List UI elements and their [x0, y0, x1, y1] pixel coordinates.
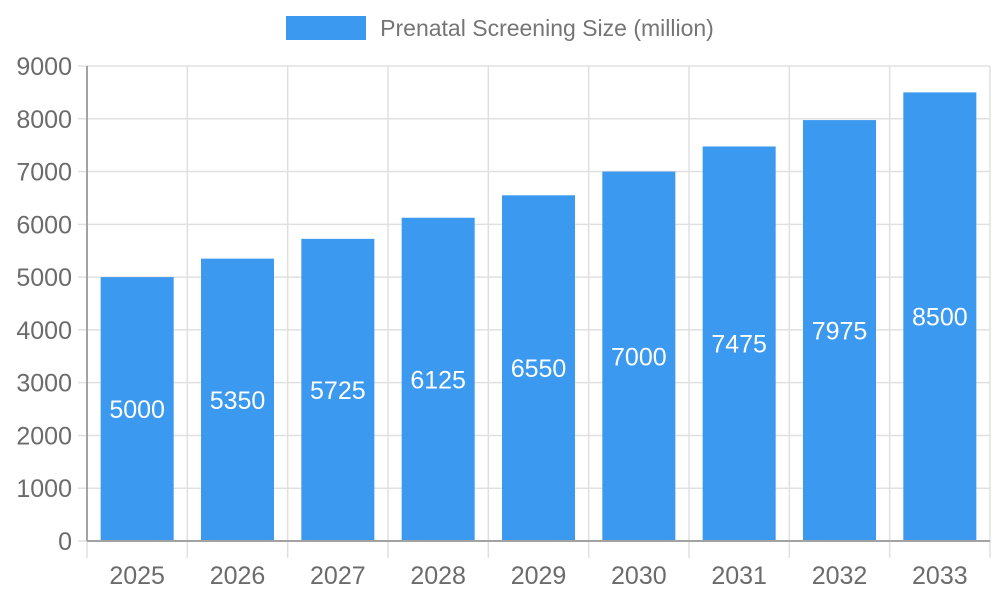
- bar-2031[interactable]: [702, 146, 776, 541]
- bar-value-label: 6125: [410, 366, 466, 394]
- bar-value-label: 7000: [611, 343, 667, 371]
- x-tick-label: 2033: [912, 562, 968, 590]
- y-tick-label: 5000: [16, 264, 72, 292]
- bar-2026[interactable]: [201, 258, 274, 541]
- bar-2032[interactable]: [803, 120, 876, 541]
- x-tick-label: 2030: [611, 562, 667, 590]
- x-tick-label: 2026: [210, 562, 266, 590]
- x-tick-label: 2031: [711, 562, 767, 590]
- bar-value-label: 6550: [511, 355, 567, 383]
- x-tick-label: 2029: [511, 562, 567, 590]
- bar-value-label: 7475: [711, 331, 767, 359]
- bar-2030[interactable]: [602, 171, 676, 542]
- bar-value-label: 5725: [310, 377, 366, 405]
- y-tick-label: 0: [58, 528, 72, 556]
- y-tick-label: 6000: [16, 211, 72, 239]
- x-tick-label: 2028: [410, 562, 466, 590]
- legend-label: Prenatal Screening Size (million): [380, 15, 714, 41]
- legend-swatch: [286, 16, 367, 40]
- y-tick-label: 1000: [16, 475, 72, 503]
- bar-2029[interactable]: [502, 195, 575, 542]
- bar-2025[interactable]: [100, 277, 174, 541]
- x-tick-label: 2027: [310, 562, 366, 590]
- bar-2027[interactable]: [301, 238, 375, 541]
- legend: Prenatal Screening Size (million): [0, 16, 1000, 40]
- bar-2033[interactable]: [903, 92, 977, 541]
- bar-value-label: 8500: [912, 304, 968, 332]
- x-tick-label: 2025: [109, 562, 165, 590]
- bar-value-label: 7975: [812, 318, 868, 346]
- y-tick-label: 9000: [16, 53, 72, 81]
- y-tick-label: 2000: [16, 422, 72, 450]
- x-tick-label: 2032: [812, 562, 868, 590]
- bar-value-label: 5000: [109, 396, 165, 424]
- bar-2028[interactable]: [401, 217, 475, 541]
- y-tick-label: 7000: [16, 159, 72, 187]
- bar-value-label: 5350: [210, 387, 266, 415]
- y-tick-label: 3000: [16, 370, 72, 398]
- y-tick-label: 4000: [16, 317, 72, 345]
- y-tick-label: 8000: [16, 106, 72, 134]
